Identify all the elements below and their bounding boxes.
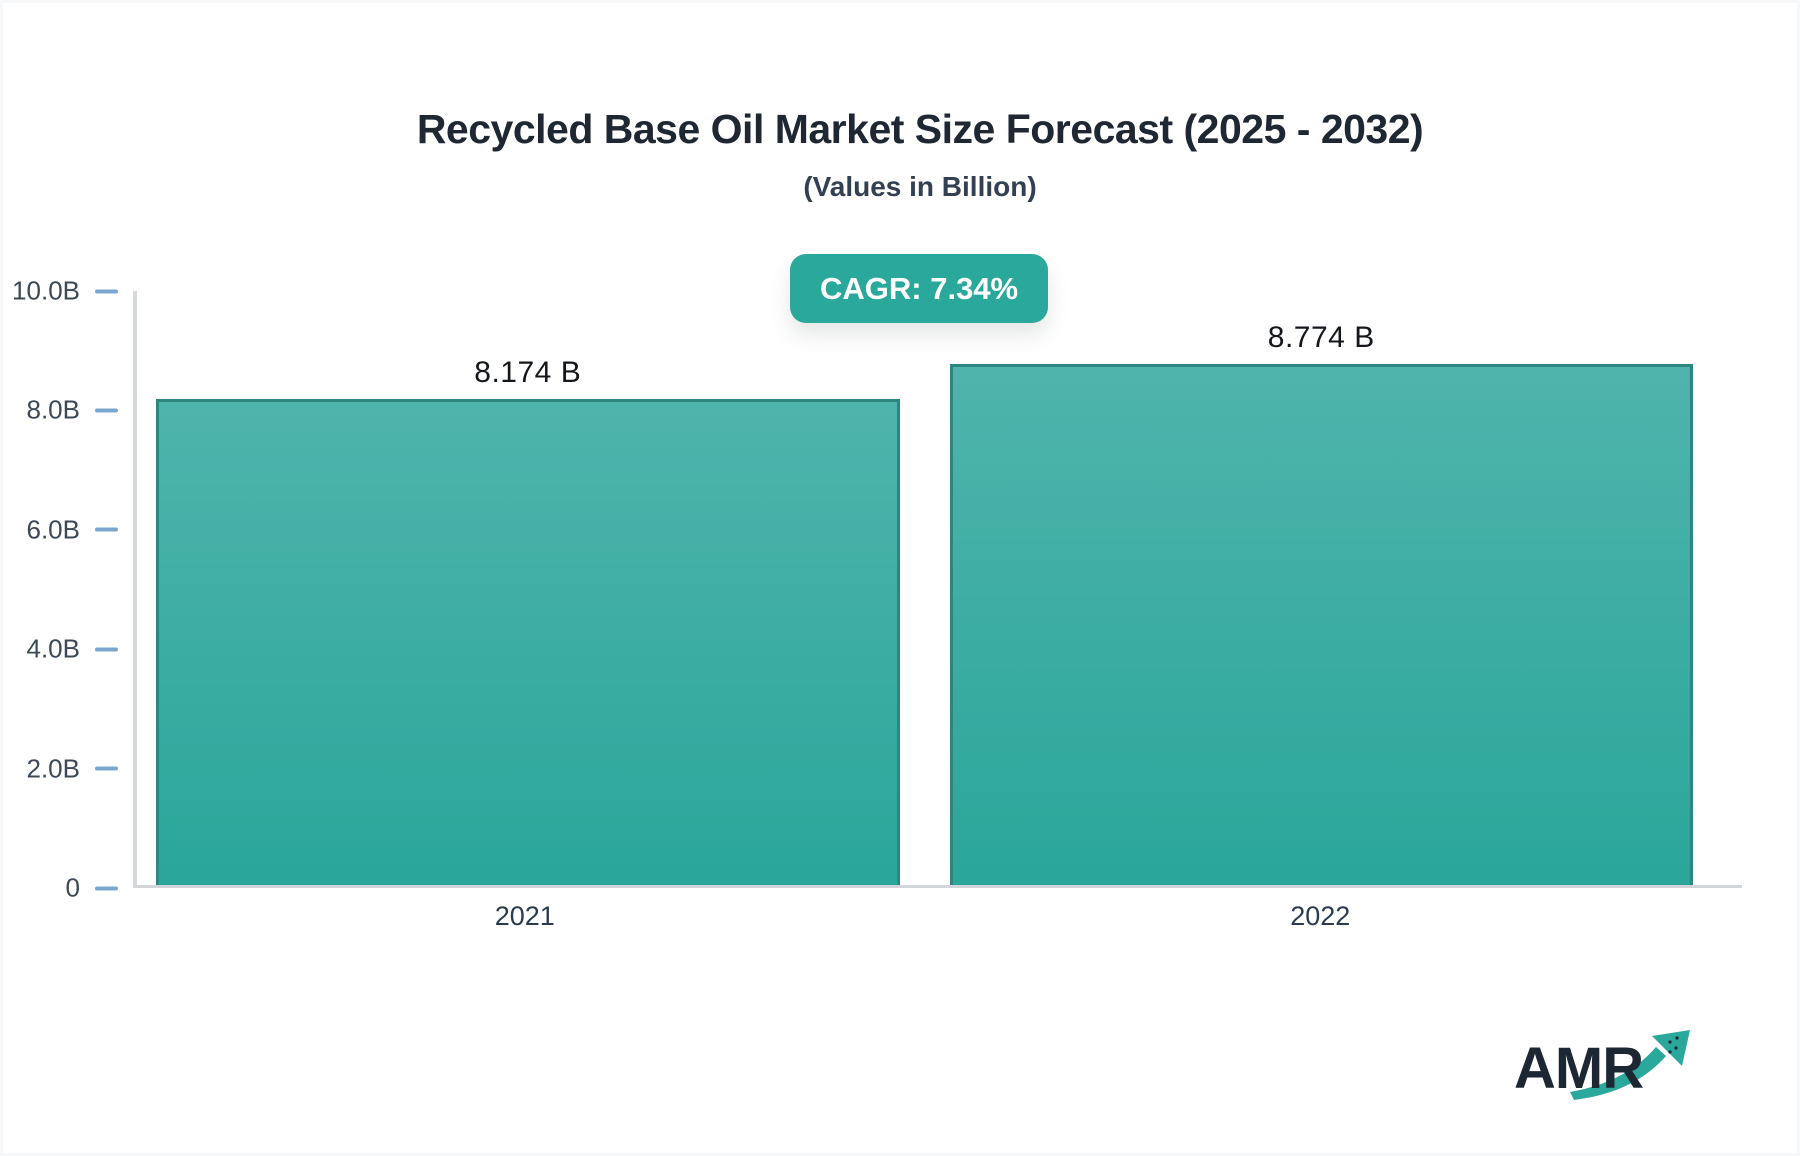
x-axis-category-label: 2021 [494,901,555,931]
y-axis-tick-label: 0 [65,872,80,903]
y-axis-tick-mark [95,886,118,890]
y-axis-tick-mark [95,647,118,652]
bar-value-label: 8.774 B [1267,320,1375,354]
y-axis-tick-label: 2.0B [26,753,81,784]
chart-subtitle: (Values in Billion) [803,171,1037,202]
plot-area: 8.174 B 8.774 B [133,291,1742,888]
logo-arrow-tail [1570,1047,1666,1100]
y-axis-tick: 10.0B [8,276,118,307]
y-axis-tick-label: 6.0B [26,514,81,545]
y-axis-tick: 8.0B [8,395,118,426]
bar[interactable] [156,399,900,885]
chart-title: Recycled Base Oil Market Size Forecast (… [416,106,1424,152]
amr-logo-text: AMR [1514,1036,1643,1101]
y-axis-tick: 4.0B [8,634,118,665]
y-axis-tick-label: 10.0B [12,275,80,306]
bar[interactable] [949,363,1693,885]
x-axis-category-label: 2022 [1290,901,1351,931]
bar-value-label: 8.174 B [474,356,582,390]
y-axis-tick-label: 4.0B [26,633,81,664]
y-axis: 10.0B 8.0B 6.0B 4.0B 2.0B 0 [0,276,133,903]
y-axis-tick-mark [95,527,118,532]
bar-column: 8.774 B [949,291,1693,885]
y-axis-tick: 2.0B [8,753,118,784]
y-axis-tick-mark [95,408,118,413]
bar-column: 8.174 B [156,291,900,885]
logo-arrow-head [1652,1030,1690,1066]
y-axis-tick: 0 [8,873,118,904]
chart-header: Recycled Base Oil Market Size Forecast (… [20,106,1800,203]
x-axis: 2021 2022 [133,901,1742,932]
y-axis-tick-label: 8.0B [26,394,81,425]
y-axis-tick-mark [95,766,118,771]
y-axis-tick-mark [95,289,118,293]
amr-logo-graphic: AMR [1514,1030,1690,1101]
cagr-badge: CAGR: 7.34% [790,254,1049,323]
cagr-badge-label: CAGR: 7.34% [820,270,1019,306]
y-axis-tick: 6.0B [8,514,118,545]
amr-logo: AMR [1514,1026,1704,1110]
